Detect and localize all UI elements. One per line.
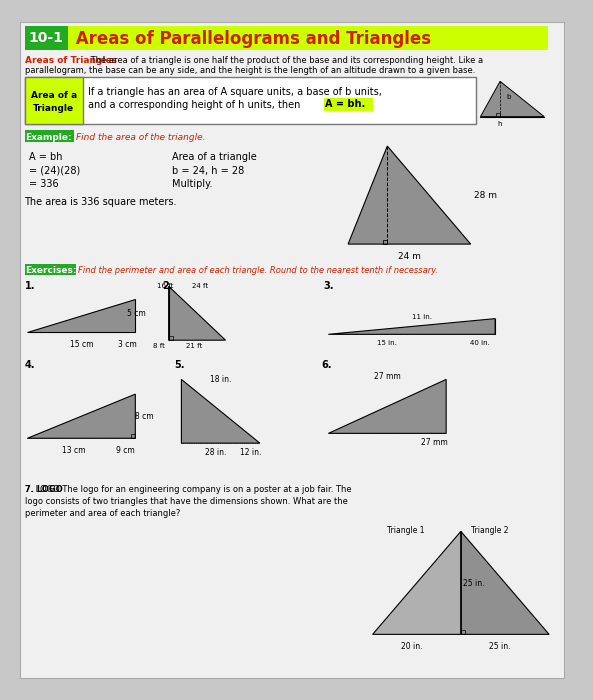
Text: Area of a
Triangle: Area of a Triangle — [31, 91, 77, 113]
Text: Triangle 2: Triangle 2 — [471, 526, 508, 536]
Text: 3 cm: 3 cm — [118, 340, 137, 349]
Text: 25 in.: 25 in. — [489, 642, 511, 651]
Text: logo consists of two triangles that have the dimensions shown. What are the: logo consists of two triangles that have… — [24, 497, 347, 506]
Text: If a triangle has an area of A square units, a base of b units,: If a triangle has an area of A square un… — [88, 88, 382, 97]
Bar — [384, 240, 387, 244]
Text: 10-1: 10-1 — [28, 32, 63, 46]
Bar — [132, 434, 135, 438]
Text: The area of a triangle is one half the product of the base and its corresponding: The area of a triangle is one half the p… — [88, 56, 483, 65]
Text: 9 cm: 9 cm — [116, 446, 135, 455]
Text: 8 cm: 8 cm — [135, 412, 154, 421]
Text: 28 in.: 28 in. — [205, 448, 227, 457]
Text: 11 in.: 11 in. — [412, 314, 432, 320]
Text: 12 in.: 12 in. — [240, 448, 262, 457]
Bar — [68, 27, 548, 50]
Text: 1.: 1. — [24, 281, 35, 291]
Text: and a corresponding height of h units, then: and a corresponding height of h units, t… — [88, 100, 304, 110]
Text: Exercises:: Exercises: — [25, 266, 77, 275]
Text: 40 in.: 40 in. — [470, 340, 490, 346]
Text: 13 cm: 13 cm — [62, 446, 85, 455]
Text: b: b — [506, 94, 511, 100]
Text: Example:: Example: — [25, 133, 72, 141]
Text: 24 ft: 24 ft — [192, 284, 208, 289]
Text: perimeter and area of each triangle?: perimeter and area of each triangle? — [24, 509, 180, 518]
Text: 18 in.: 18 in. — [210, 374, 231, 384]
Text: 21 ft: 21 ft — [186, 343, 202, 349]
Text: Find the perimeter and area of each triangle. Round to the nearest tenth if nece: Find the perimeter and area of each tria… — [78, 266, 439, 275]
Text: 20 in.: 20 in. — [401, 642, 423, 651]
Text: parallelogram, the base can be any side, and the height is the length of an alti: parallelogram, the base can be any side,… — [24, 66, 475, 75]
Polygon shape — [480, 81, 544, 117]
Bar — [496, 113, 500, 117]
Bar — [24, 264, 75, 276]
Text: 7. LOGO: 7. LOGO — [24, 485, 65, 494]
Bar — [24, 27, 68, 50]
Text: 15 cm: 15 cm — [69, 340, 93, 349]
Text: b = 24, h = 28: b = 24, h = 28 — [171, 166, 244, 176]
Text: 27 mm: 27 mm — [421, 438, 448, 447]
Text: 7. LOGO The logo for an engineering company is on a poster at a job fair. The: 7. LOGO The logo for an engineering comp… — [24, 485, 351, 494]
Text: Areas of Parallelograms and Triangles: Areas of Parallelograms and Triangles — [69, 30, 431, 48]
Text: = 336: = 336 — [30, 179, 59, 190]
Text: 8 ft: 8 ft — [153, 343, 165, 349]
Text: 24 m: 24 m — [398, 252, 421, 261]
Text: 5 cm: 5 cm — [127, 309, 146, 318]
Polygon shape — [348, 146, 471, 244]
Bar — [24, 130, 74, 142]
Text: 6.: 6. — [321, 360, 332, 370]
Text: 2.: 2. — [162, 281, 173, 291]
Text: 15 in.: 15 in. — [377, 340, 397, 346]
Text: Area of a triangle: Area of a triangle — [171, 152, 256, 162]
Text: 5.: 5. — [174, 360, 185, 370]
Polygon shape — [461, 531, 549, 634]
Text: 25 in.: 25 in. — [463, 579, 484, 588]
Polygon shape — [168, 286, 225, 340]
Polygon shape — [27, 394, 135, 438]
Bar — [24, 78, 476, 125]
Text: A = bh: A = bh — [30, 152, 63, 162]
Text: 4.: 4. — [24, 360, 35, 370]
Polygon shape — [329, 318, 495, 335]
Text: 27 mm: 27 mm — [374, 372, 401, 381]
Text: 16 ft: 16 ft — [157, 284, 173, 289]
Text: A = bh.: A = bh. — [324, 99, 365, 109]
Text: The area is 336 square meters.: The area is 336 square meters. — [24, 197, 177, 207]
Polygon shape — [372, 531, 461, 634]
Text: Areas of Triangles: Areas of Triangles — [24, 56, 116, 65]
Bar — [24, 78, 84, 125]
Text: 3.: 3. — [324, 281, 334, 291]
Text: Find the area of the triangle.: Find the area of the triangle. — [76, 133, 206, 141]
Polygon shape — [181, 379, 260, 443]
Bar — [168, 336, 173, 340]
Text: Multiply.: Multiply. — [171, 179, 212, 190]
Polygon shape — [329, 379, 446, 433]
Text: h: h — [498, 120, 502, 127]
Bar — [461, 631, 465, 634]
Text: = (24)(28): = (24)(28) — [30, 166, 81, 176]
Bar — [324, 98, 372, 111]
Text: 28 m: 28 m — [474, 190, 496, 199]
Text: Triangle 1: Triangle 1 — [387, 526, 425, 536]
Polygon shape — [27, 299, 135, 332]
